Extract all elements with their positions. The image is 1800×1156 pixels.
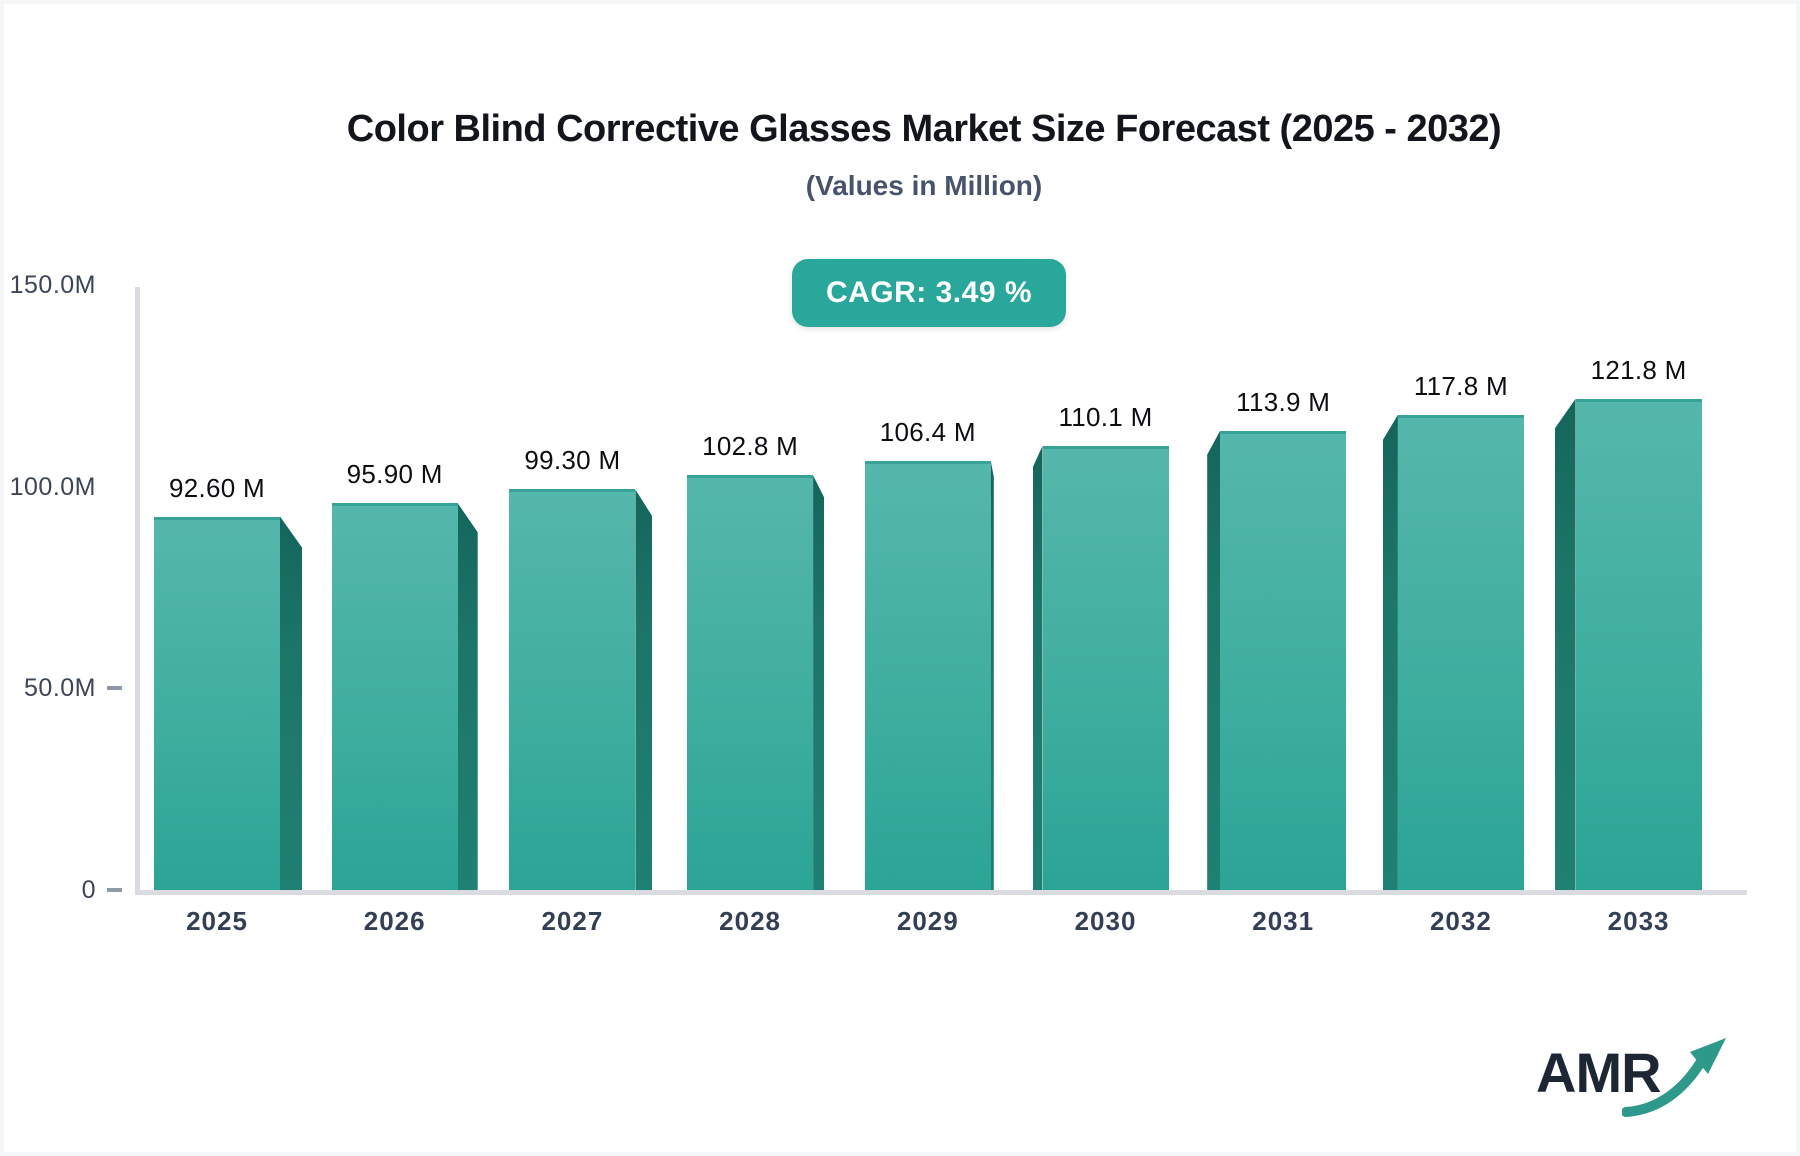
bar-value-label: 121.8 M [1590,354,1687,385]
y-axis-label: 50.0M [24,674,96,703]
bar-2029 [864,460,991,890]
x-axis-label: 2027 [541,906,604,936]
bar-2027 [509,489,636,890]
bar-3d-side [990,460,994,890]
x-axis-label: 2033 [1607,906,1670,936]
y-axis-tick [107,888,122,892]
bar-2025 [154,516,280,890]
cagr-badge: CAGR: 3.49 % [792,259,1066,327]
bar-value-label: 113.9 M [1236,386,1331,417]
bar-3d-side [457,503,478,890]
bar-value-label: 95.90 M [346,459,443,490]
y-axis-label: 150.0M [9,271,96,299]
bar-3d-side [813,475,825,890]
bar-3d-side [1554,398,1576,890]
chart-title: Color Blind Corrective Glasses Market Si… [346,108,1502,150]
bar-value-label: 102.8 M [702,431,799,462]
x-axis-line [135,890,1747,895]
y-axis-label: 100.0M [9,472,96,501]
amr-logo-text: AMR [1536,1041,1662,1104]
y-axis-label: 0 [81,876,96,904]
x-axis-label: 2032 [1429,906,1492,936]
x-axis-label: 2028 [719,906,782,936]
bar-2030 [1042,445,1169,890]
bar-3d-side [1382,414,1398,890]
bar-3d-side [1207,430,1221,890]
x-axis-label: 2026 [363,906,426,936]
bar-3d-side [1032,445,1043,890]
bar-2026 [331,503,458,890]
y-axis-tick [107,686,122,691]
bar-2032 [1397,414,1524,890]
bar-3d-side [280,516,302,890]
bar-3d-side [635,489,653,890]
bar-value-label: 110.1 M [1058,401,1153,432]
growth-arrow-icon [1622,1038,1726,1117]
x-axis-label: 2030 [1074,906,1137,936]
x-axis-label: 2029 [896,906,959,936]
amr-logo: AMR [1536,1038,1746,1130]
bar-value-label: 106.4 M [879,416,976,447]
chart-subtitle: (Values in Million) [805,170,1043,201]
bar-value-label: 117.8 M [1413,370,1508,401]
bar-2028 [687,475,814,890]
y-axis-line [135,287,140,892]
bar-value-label: 92.60 M [168,472,266,503]
x-axis-label: 2031 [1252,906,1315,936]
cagr-badge-label: CAGR: 3.49 % [825,276,1033,309]
x-axis-label: 2025 [186,906,248,936]
bar-2033 [1575,398,1702,890]
bar-2031 [1220,430,1347,890]
bar-value-label: 99.30 M [524,445,621,476]
